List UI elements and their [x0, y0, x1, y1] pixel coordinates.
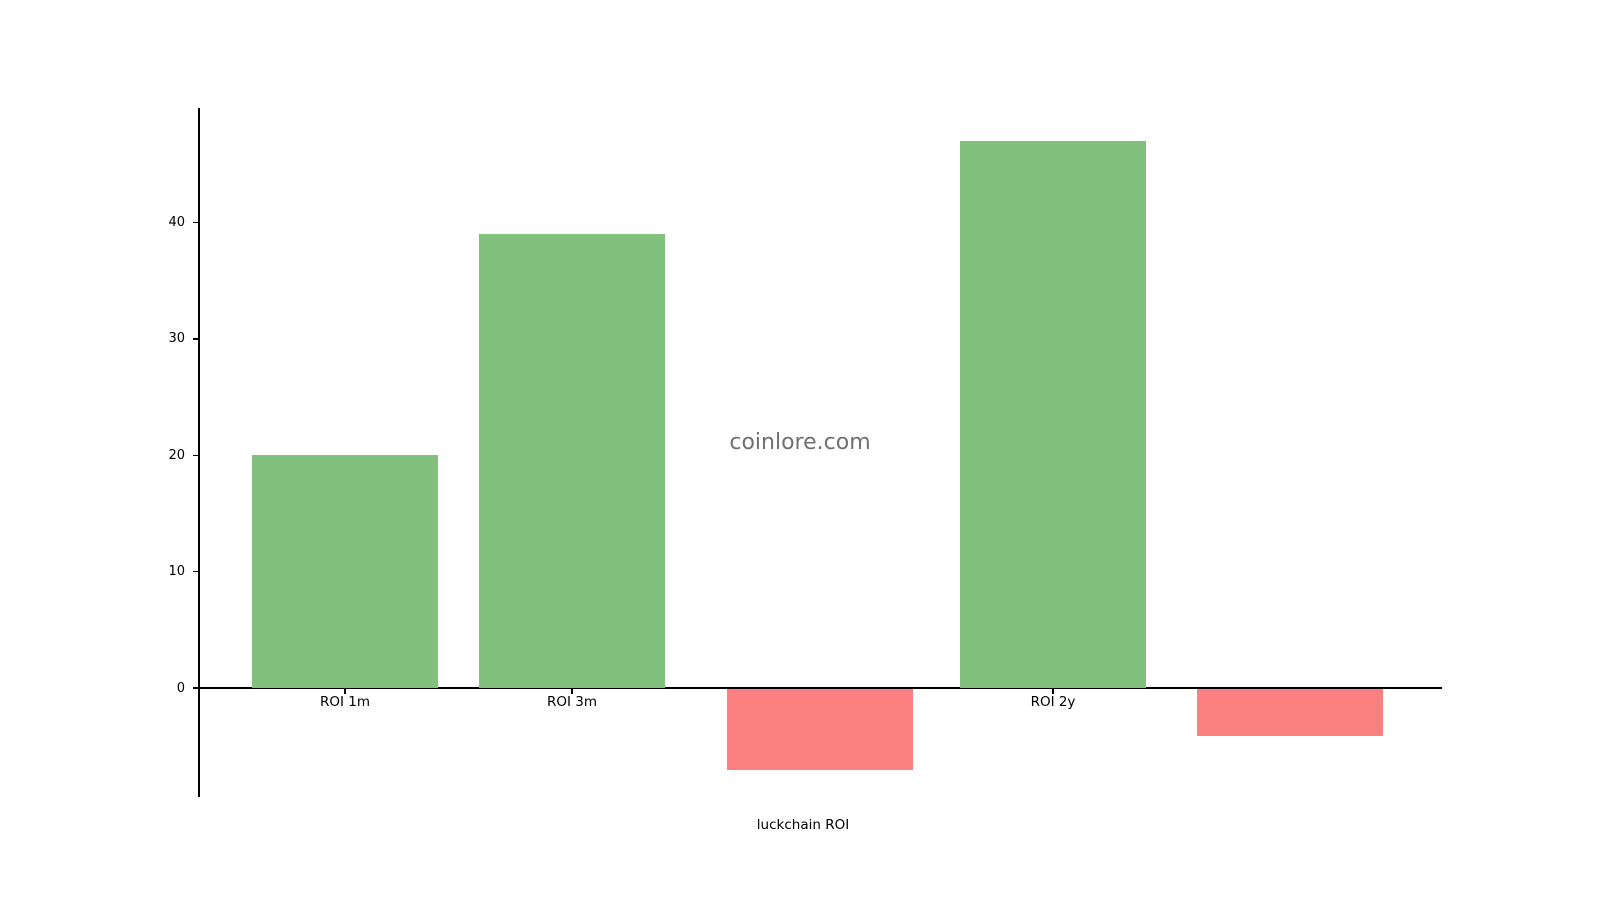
- y-tick-mark: [193, 338, 198, 340]
- y-tick-mark: [193, 221, 198, 224]
- x-axis-line: [199, 687, 1442, 689]
- x-tick-label: ROI 2y: [1030, 694, 1076, 710]
- y-tick-label: 20: [168, 447, 185, 463]
- x-tick-mark: [344, 688, 346, 694]
- x-tick-label: ROI 1m: [319, 694, 371, 710]
- y-tick-label: 40: [168, 215, 185, 231]
- x-tick-mark: [1052, 688, 1054, 694]
- y-axis-spine: [198, 108, 200, 797]
- y-tick-label: 30: [168, 331, 185, 347]
- y-tick-label: 0: [176, 680, 185, 696]
- roi-bar: [960, 141, 1146, 688]
- roi-bar: [252, 455, 438, 688]
- roi-bar: [727, 689, 913, 771]
- roi-bar: [1197, 689, 1383, 736]
- x-tick-mark: [571, 688, 573, 694]
- y-tick-mark: [193, 687, 198, 689]
- chart-title: luckchain ROI: [756, 817, 850, 833]
- y-tick-label: 10: [168, 564, 185, 580]
- x-tick-label: ROI 3m: [546, 694, 598, 710]
- roi-bar: [479, 234, 665, 688]
- y-tick-mark: [193, 454, 198, 456]
- y-tick-mark: [193, 570, 198, 573]
- watermark-text: coinlore.com: [729, 430, 871, 455]
